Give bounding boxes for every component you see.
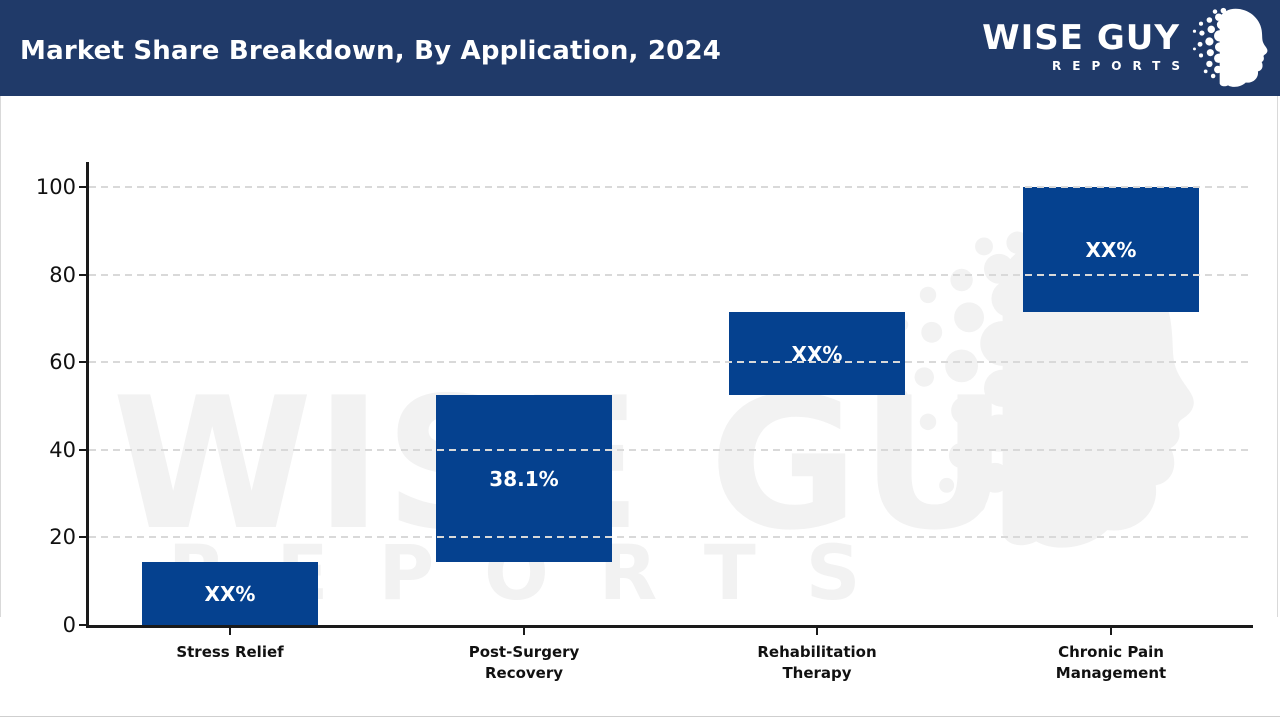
y-tick-label: 60	[49, 350, 76, 375]
y-axis-line	[86, 162, 89, 628]
category-label-line: Chronic Pain	[1058, 643, 1164, 661]
chart-title: Market Share Breakdown, By Application, …	[20, 36, 722, 66]
bar	[729, 312, 905, 396]
x-tick-mark	[816, 628, 818, 635]
y-tick-label: 0	[62, 613, 76, 637]
y-tick-label: 100	[35, 175, 76, 199]
bar-label: XX%	[204, 581, 256, 606]
bar-label: XX%	[791, 341, 843, 366]
y-tick-label: 80	[49, 262, 76, 287]
header-bar: Market Share Breakdown, By Application, …	[0, 0, 1280, 96]
category-label: Stress Relief	[110, 642, 350, 663]
x-tick-mark	[1110, 628, 1112, 635]
bar-label: 38.1%	[489, 466, 559, 491]
y-tick-label: 40	[49, 437, 76, 462]
y-tick-mark	[79, 273, 87, 276]
y-tick-mark	[79, 536, 87, 539]
gridline	[89, 186, 1253, 188]
x-tick-mark	[229, 628, 231, 635]
bar	[1023, 187, 1199, 313]
bar	[436, 395, 612, 563]
chart-area: WISE GUY REPORTS 0 20 40 60 80 100 XX% 38.1% XX%…	[0, 96, 1280, 720]
category-label: Rehabilitation Therapy	[697, 642, 937, 684]
frame-border-left	[0, 96, 1, 617]
category-label-line: Therapy	[782, 664, 852, 682]
category-label-line: Management	[1055, 664, 1167, 682]
y-tick-label: 20	[49, 525, 76, 550]
y-tick-mark	[79, 448, 87, 451]
x-tick-mark	[523, 628, 525, 635]
category-label-line: Rehabilitation	[757, 643, 877, 661]
category-label-line: Stress Relief	[176, 643, 284, 661]
category-label-line: Post-Surgery	[468, 643, 580, 661]
y-tick-mark	[79, 186, 87, 188]
brand-face-icon	[1192, 7, 1268, 87]
x-axis-line	[86, 625, 1253, 628]
gridline	[89, 448, 1253, 451]
gridline	[89, 361, 1253, 364]
frame-border-bottom	[0, 716, 1280, 717]
category-label: Post-Surgery Recovery	[404, 642, 644, 684]
y-tick-mark	[79, 361, 87, 364]
gridline	[89, 536, 1253, 539]
category-label: Chronic Pain Management	[991, 642, 1231, 684]
brand-logo-name: WISE GUY	[982, 18, 1180, 58]
brand-logo: WISE GUY REPORTS	[982, 20, 1180, 73]
bar-label: XX%	[1085, 237, 1137, 262]
gridline	[89, 273, 1253, 276]
bar	[142, 562, 318, 625]
y-tick-mark	[79, 624, 87, 626]
brand-logo-subname: REPORTS	[1052, 59, 1191, 73]
category-label-line: Recovery	[484, 664, 564, 682]
frame-border-right	[1277, 96, 1278, 617]
